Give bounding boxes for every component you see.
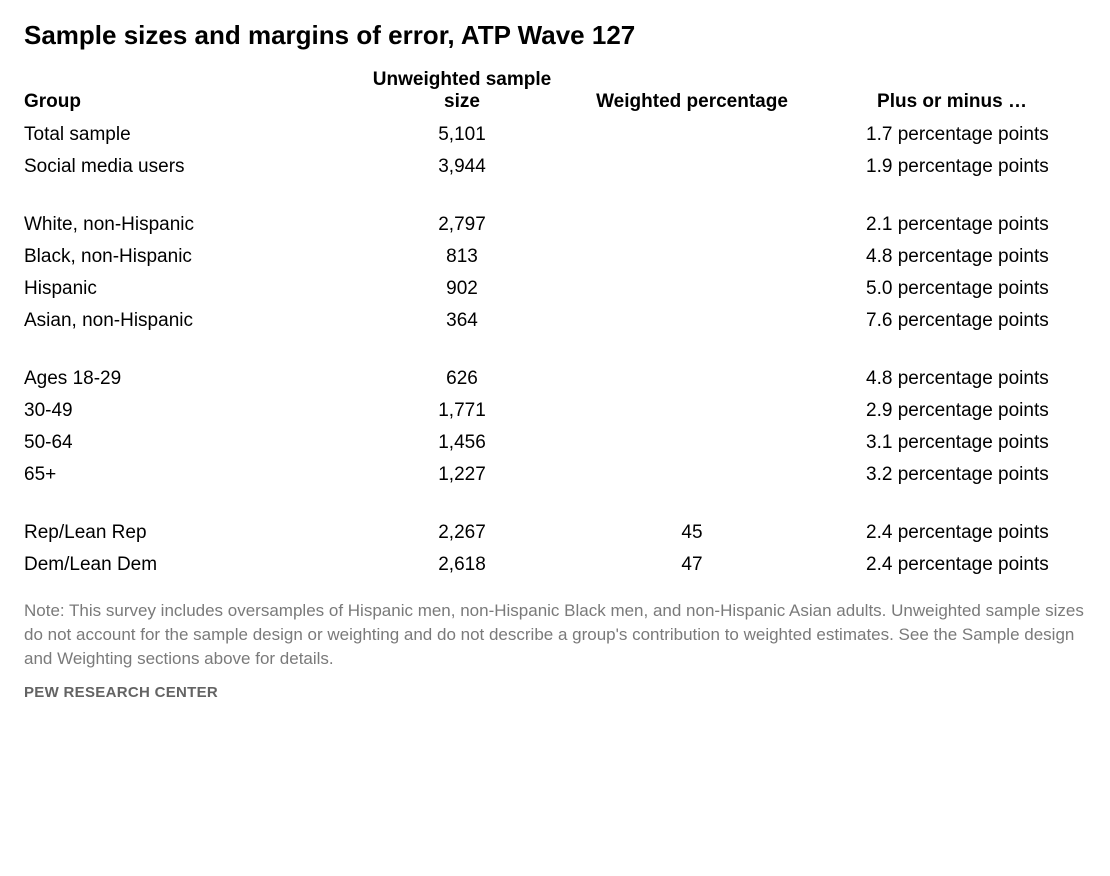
table-row: Social media users3,944 1.9 percentage po… [24, 151, 1086, 183]
cell-moe: 2.4 percentage points [826, 549, 1086, 581]
cell-wpct [566, 363, 826, 395]
cell-group: White, non-Hispanic [24, 209, 366, 241]
cell-size: 5,101 [366, 119, 566, 151]
col-header-wpct: Weighted percentage [566, 65, 826, 119]
cell-wpct [566, 151, 826, 183]
source-label: PEW RESEARCH CENTER [24, 684, 1086, 701]
col-header-group: Group [24, 65, 366, 119]
table-row: 65+1,227 3.2 percentage points [24, 459, 1086, 491]
cell-moe: 7.6 percentage points [826, 305, 1086, 337]
cell-moe: 2.4 percentage points [826, 517, 1086, 549]
cell-wpct [566, 305, 826, 337]
cell-size: 2,618 [366, 549, 566, 581]
cell-group: 50-64 [24, 427, 366, 459]
table-header-row: Group Unweighted sample size Weighted pe… [24, 65, 1086, 119]
table-body: Total sample5,1011.7 percentage pointsSo… [24, 119, 1086, 581]
cell-size: 1,771 [366, 395, 566, 427]
col-header-moe: Plus or minus … [826, 65, 1086, 119]
cell-group: Hispanic [24, 273, 366, 305]
cell-size: 902 [366, 273, 566, 305]
cell-wpct [566, 427, 826, 459]
cell-group: Ages 18-29 [24, 363, 366, 395]
table-row: Rep/Lean Rep2,267452.4 percentage points [24, 517, 1086, 549]
cell-wpct [566, 241, 826, 273]
sample-table: Group Unweighted sample size Weighted pe… [24, 65, 1086, 581]
cell-size: 3,944 [366, 151, 566, 183]
cell-group: Dem/Lean Dem [24, 549, 366, 581]
cell-wpct: 47 [566, 549, 826, 581]
cell-wpct [566, 209, 826, 241]
cell-group: Rep/Lean Rep [24, 517, 366, 549]
table-row: Ages 18-29626 4.8 percentage points [24, 363, 1086, 395]
table-row: Total sample5,101 1.7 percentage points [24, 119, 1086, 151]
table-row: 30-491,771 2.9 percentage points [24, 395, 1086, 427]
cell-wpct [566, 119, 826, 151]
cell-wpct: 45 [566, 517, 826, 549]
footnote: Note: This survey includes oversamples o… [24, 599, 1086, 670]
spacer-row [24, 491, 1086, 517]
cell-wpct [566, 395, 826, 427]
cell-group: Social media users [24, 151, 366, 183]
cell-moe: 4.8 percentage points [826, 241, 1086, 273]
table-row: Asian, non-Hispanic364 7.6 percentage poi… [24, 305, 1086, 337]
cell-moe: 5.0 percentage points [826, 273, 1086, 305]
cell-group: 65+ [24, 459, 366, 491]
cell-moe: 1.7 percentage points [826, 119, 1086, 151]
cell-group: Total sample [24, 119, 366, 151]
cell-moe: 4.8 percentage points [826, 363, 1086, 395]
cell-size: 364 [366, 305, 566, 337]
table-row: Hispanic902 5.0 percentage points [24, 273, 1086, 305]
col-header-size: Unweighted sample size [366, 65, 566, 119]
cell-wpct [566, 459, 826, 491]
cell-group: 30-49 [24, 395, 366, 427]
cell-size: 1,456 [366, 427, 566, 459]
cell-size: 813 [366, 241, 566, 273]
cell-moe: 3.1 percentage points [826, 427, 1086, 459]
cell-wpct [566, 273, 826, 305]
table-row: Black, non-Hispanic813 4.8 percentage poi… [24, 241, 1086, 273]
page-title: Sample sizes and margins of error, ATP W… [24, 20, 1086, 51]
cell-group: Asian, non-Hispanic [24, 305, 366, 337]
table-row: White, non-Hispanic2,797 2.1 percentage p… [24, 209, 1086, 241]
spacer-row [24, 183, 1086, 209]
cell-moe: 3.2 percentage points [826, 459, 1086, 491]
cell-size: 2,267 [366, 517, 566, 549]
cell-group: Black, non-Hispanic [24, 241, 366, 273]
cell-moe: 2.1 percentage points [826, 209, 1086, 241]
spacer-row [24, 337, 1086, 363]
cell-moe: 2.9 percentage points [826, 395, 1086, 427]
cell-moe: 1.9 percentage points [826, 151, 1086, 183]
cell-size: 626 [366, 363, 566, 395]
cell-size: 2,797 [366, 209, 566, 241]
table-row: Dem/Lean Dem2,618472.4 percentage points [24, 549, 1086, 581]
cell-size: 1,227 [366, 459, 566, 491]
table-row: 50-641,456 3.1 percentage points [24, 427, 1086, 459]
